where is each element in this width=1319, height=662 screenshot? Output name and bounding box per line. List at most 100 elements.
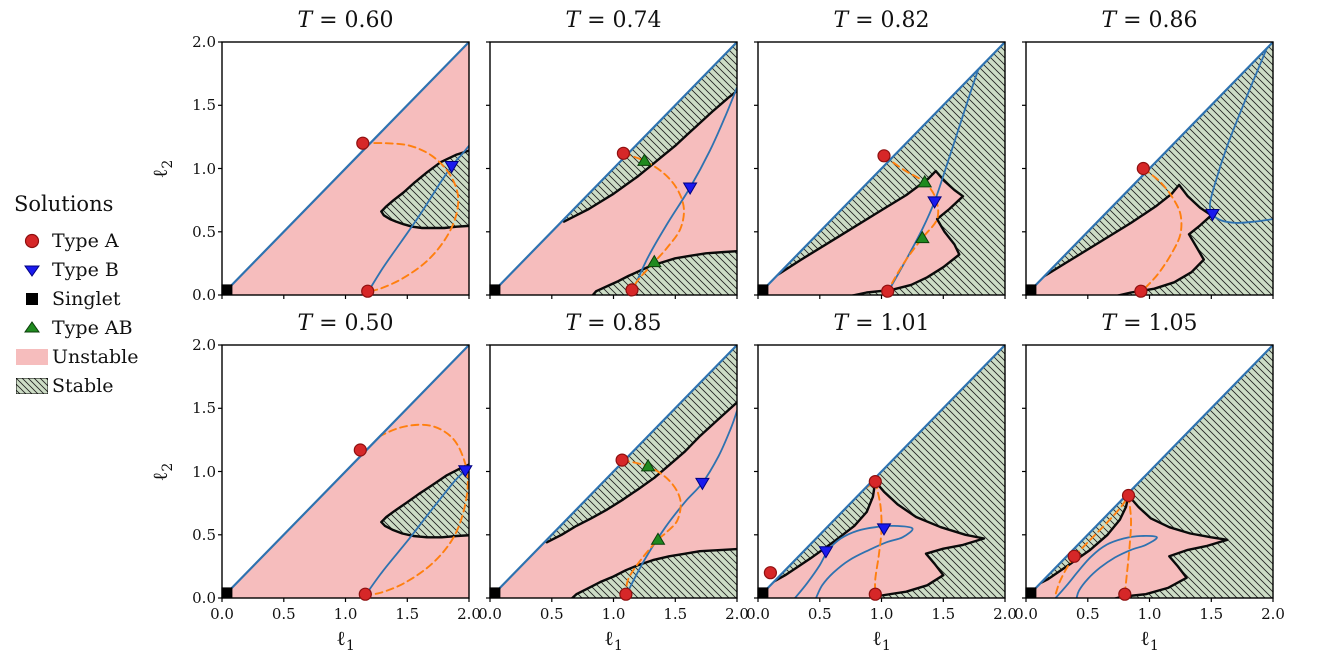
panel-title: T = 1.05	[1101, 311, 1198, 336]
solution-curve-blue	[1054, 535, 1158, 598]
plot-area	[754, 41, 1006, 299]
singlet-marker	[489, 284, 501, 296]
type-a-marker	[868, 587, 882, 601]
type-a-marker	[1067, 549, 1081, 563]
x-tick-label: 0.0	[1014, 605, 1038, 623]
legend-title: Solutions	[14, 192, 114, 216]
type-ab-marker	[650, 532, 666, 545]
y-axis-label: ℓ2	[148, 462, 176, 481]
type-a-marker	[1121, 488, 1136, 503]
type-b-marker	[876, 523, 892, 536]
x-axis-label: ℓ1	[1140, 626, 1159, 654]
y-tick-label: 0.0	[192, 286, 216, 304]
singlet-marker	[489, 587, 501, 599]
diagonal-line	[221, 344, 470, 599]
type-a-marker	[1134, 284, 1148, 298]
panel-T-1.05: T = 1.05	[1022, 311, 1274, 602]
type-b-marker	[1205, 209, 1220, 222]
type-b-marker-icon	[12, 260, 52, 280]
y-axis-label: ℓ2	[148, 159, 176, 178]
type-b-marker	[444, 161, 460, 174]
legend-item-type-ab: Type AB	[12, 313, 212, 342]
panel-title: T = 0.50	[297, 311, 394, 336]
type-b-marker	[682, 182, 698, 195]
x-tick-label: 2.0	[1261, 605, 1285, 623]
stable-patch-icon	[12, 377, 52, 394]
x-tick-label: 0.0	[746, 605, 770, 623]
legend-item-singlet: Singlet	[12, 284, 212, 313]
type-ab-marker	[914, 230, 930, 244]
type-a-marker	[619, 587, 633, 601]
plot-area	[218, 41, 470, 299]
panel-T-0.50: T = 0.50	[218, 311, 473, 602]
singlet-marker	[1025, 284, 1037, 296]
solution-curve-orange-dashed	[874, 480, 883, 596]
y-tick-label: 2.0	[192, 33, 216, 51]
plot-area	[1022, 344, 1274, 602]
panel-title: T = 1.01	[833, 311, 930, 336]
panel-title: T = 0.86	[1101, 8, 1198, 33]
type-ab-marker-icon	[12, 318, 52, 338]
legend-item-stable: Stable	[12, 371, 212, 400]
solution-curve-orange-dashed	[1073, 494, 1130, 558]
singlet-marker-icon	[12, 289, 52, 309]
x-tick-label: 1.5	[1199, 605, 1224, 623]
y-tick-label: 2.0	[192, 336, 216, 354]
unstable-region	[758, 169, 965, 295]
type-b-marker	[457, 465, 473, 478]
panel-T-0.85: T = 0.85	[486, 311, 738, 602]
solution-curve-orange-dashed	[1139, 167, 1183, 293]
x-axis-label: ℓ1	[604, 626, 623, 654]
x-tick-label: 1.5	[931, 605, 956, 623]
legend: Solutions Type A Type B Singlet Type AB …	[12, 192, 212, 400]
y-tick-label: 1.0	[192, 159, 216, 178]
x-tick-label: 2.0	[725, 605, 749, 623]
plot-area	[486, 41, 738, 299]
x-tick-label: 2.0	[457, 605, 481, 623]
x-tick-label: 0.0	[478, 605, 502, 623]
type-a-marker	[615, 453, 629, 467]
y-tick-label: 0.5	[192, 525, 216, 544]
x-tick-label: 0.5	[271, 605, 296, 623]
y-tick-label: 1.5	[192, 399, 216, 418]
plot-area	[486, 344, 738, 602]
diagonal-line	[489, 344, 738, 599]
type-a-marker	[1118, 587, 1132, 601]
type-ab-marker	[637, 153, 652, 166]
unstable-region	[1026, 494, 1229, 598]
diagonal-line	[1025, 344, 1274, 599]
legend-label: Type A	[52, 229, 119, 252]
type-ab-marker	[640, 458, 656, 472]
x-tick-label: 0.5	[807, 605, 832, 623]
solution-curve-orange-dashed	[361, 142, 460, 293]
plot-area	[754, 344, 1006, 602]
type-a-marker	[356, 136, 370, 150]
type-a-marker	[616, 146, 630, 160]
x-tick-label: 1.0	[601, 605, 626, 623]
x-axis-label: ℓ1	[336, 626, 355, 654]
legend-label: Type B	[52, 258, 119, 281]
panel-title: T = 0.60	[297, 8, 394, 33]
singlet-marker	[757, 284, 769, 296]
legend-label: Stable	[52, 374, 114, 397]
legend-label: Type AB	[52, 316, 133, 339]
legend-item-unstable: Unstable	[12, 342, 212, 371]
solution-curve-orange-dashed	[359, 423, 469, 596]
solution-curve-blue	[366, 144, 469, 294]
y-tick-label: 0.5	[192, 222, 216, 241]
x-tick-label: 0.5	[1075, 605, 1100, 623]
y-tick-label: 1.0	[192, 462, 216, 481]
type-a-marker	[358, 587, 372, 601]
type-a-marker	[868, 475, 882, 489]
panel-title: T = 0.85	[565, 311, 662, 336]
panel-T-0.86: T = 0.86	[1022, 8, 1274, 299]
x-axis-label: ℓ1	[872, 626, 891, 654]
diagonal-line	[757, 344, 1006, 599]
solution-curve-blue	[625, 409, 737, 597]
x-tick-label: 2.0	[993, 605, 1017, 623]
x-tick-label: 1.0	[1137, 605, 1162, 623]
unstable-region	[758, 480, 986, 598]
singlet-marker	[757, 587, 769, 599]
type-b-marker	[927, 196, 942, 209]
